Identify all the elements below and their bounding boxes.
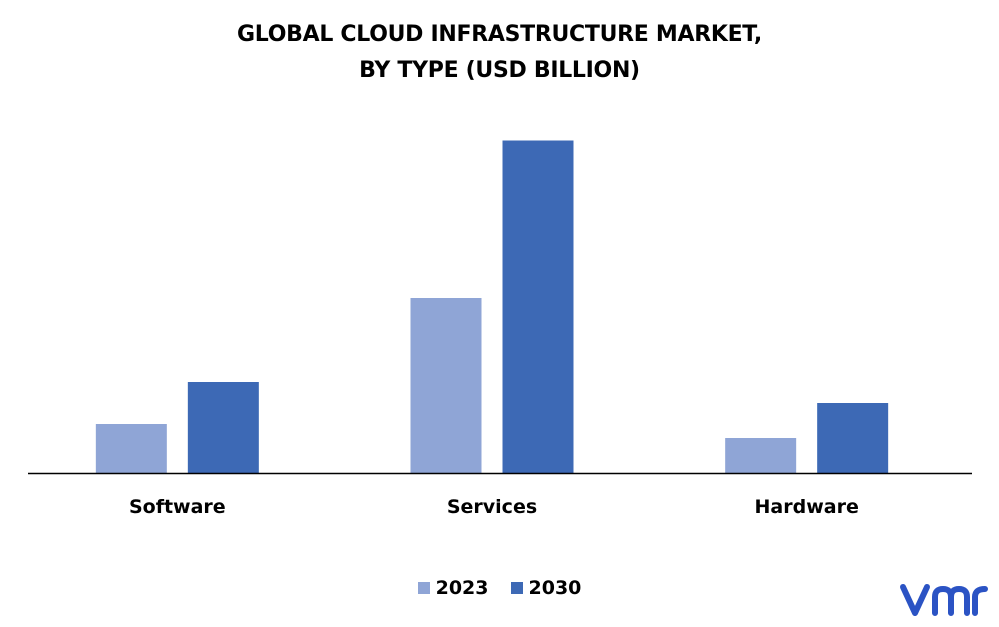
legend-item-2023: 2023 (417, 577, 489, 599)
bar-software-2030 (187, 382, 259, 473)
legend-item-2030: 2030 (510, 577, 582, 599)
bar-chart: Software Services Hardware (28, 140, 972, 518)
category-label-services: Services (447, 496, 537, 518)
bar-hardware-2023 (725, 438, 797, 473)
bar-software-2023 (95, 424, 167, 473)
bar-services-2023 (410, 298, 482, 473)
category-label-software: Software (129, 496, 226, 518)
category-label-hardware: Hardware (755, 496, 859, 518)
legend-swatch-2030 (510, 582, 523, 594)
legend: 2023 2030 (0, 577, 999, 599)
legend-label-2030: 2030 (528, 577, 582, 599)
legend-label-2023: 2023 (435, 577, 489, 599)
bar-services-2030 (502, 140, 574, 473)
legend-swatch-2023 (417, 582, 430, 594)
vmr-logo-icon (900, 584, 988, 616)
bar-hardware-2030 (817, 403, 889, 473)
chart-title-line1: GLOBAL CLOUD INFRASTRUCTURE MARKET, (237, 22, 762, 47)
chart-title-line2: BY TYPE (USD BILLION) (359, 58, 640, 83)
